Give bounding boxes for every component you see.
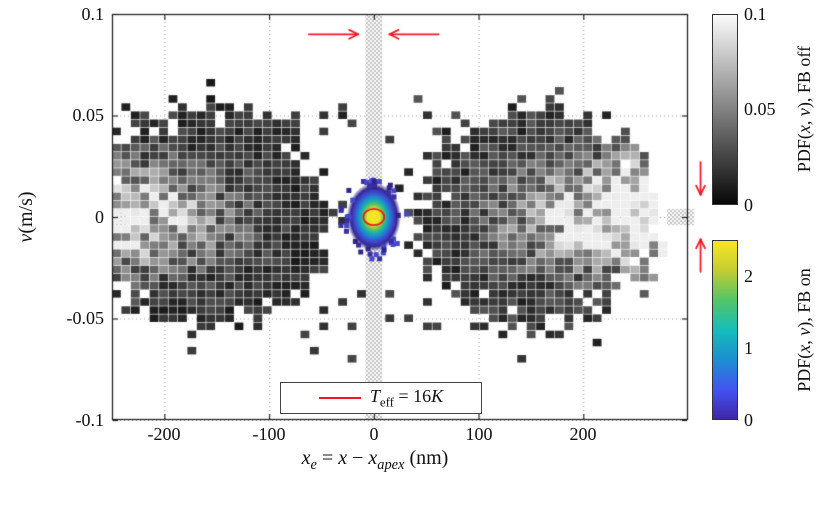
x-tick-label: 0 (369, 424, 379, 444)
colorbar-fb-on-tick: 0 (744, 410, 753, 430)
label-part: v (794, 108, 814, 117)
label-part: (m/s) (15, 191, 37, 234)
x-tick-label: -200 (147, 424, 181, 444)
label-part: , (794, 335, 814, 345)
label-part: − (347, 447, 369, 469)
label-part: = 16 (394, 385, 432, 406)
colorbar-fb-off-tick: 0.05 (744, 99, 776, 119)
x-axis-label: xe = x − xapex (nm) (175, 446, 575, 477)
label-part: v (794, 327, 814, 336)
colorbar-fb-on-label: PDF(x, v), FB on (793, 220, 815, 440)
colorbar-fb-off-label: PDF(x, v), FB off (793, 0, 815, 219)
label-part: x (794, 344, 814, 353)
label-part: x (338, 447, 348, 469)
legend-box: Teff = 16K (280, 382, 482, 414)
colorbar-fb-on-tick: 2 (744, 266, 753, 286)
colorbar-fb-off-tick: 0 (744, 195, 753, 215)
label-part: x (368, 447, 378, 469)
legend-label: Teff = 16K (370, 386, 443, 411)
y-tick-label: 0.05 (72, 105, 105, 125)
y-tick-label: 0 (95, 207, 104, 227)
x-tick-label: 200 (569, 424, 597, 444)
x-tick-label: 100 (465, 424, 493, 444)
label-part: ), FB off (794, 45, 814, 109)
y-tick-label: -0.05 (66, 308, 105, 328)
label-part: e (310, 457, 317, 473)
label-part: T (369, 385, 380, 406)
label-part: (nm) (404, 447, 449, 469)
label-part: eff (379, 394, 394, 410)
label-part: ), FB on (794, 268, 814, 328)
colorbar-fb-on-tick: 1 (744, 338, 753, 358)
colorbar-fb-off (712, 14, 738, 205)
x-tick-label: -100 (252, 424, 286, 444)
label-part: x (794, 125, 814, 134)
y-axis-label: v(m/s) (14, 127, 38, 307)
label-part: , (794, 116, 814, 126)
label-part: = (316, 447, 339, 469)
label-part: apex (377, 457, 405, 473)
colorbar-fb-on (712, 240, 738, 420)
y-tick-label: 0.1 (81, 4, 105, 24)
colorbar-fb-off-tick: 0.1 (744, 4, 767, 24)
label-part: K (431, 385, 444, 406)
label-part: v (15, 233, 37, 243)
label-part: PDF( (794, 352, 814, 392)
label-part: x (301, 447, 311, 469)
y-tick-label: -0.1 (75, 410, 105, 430)
legend-line-sample (318, 397, 361, 399)
label-part: PDF( (794, 133, 814, 173)
